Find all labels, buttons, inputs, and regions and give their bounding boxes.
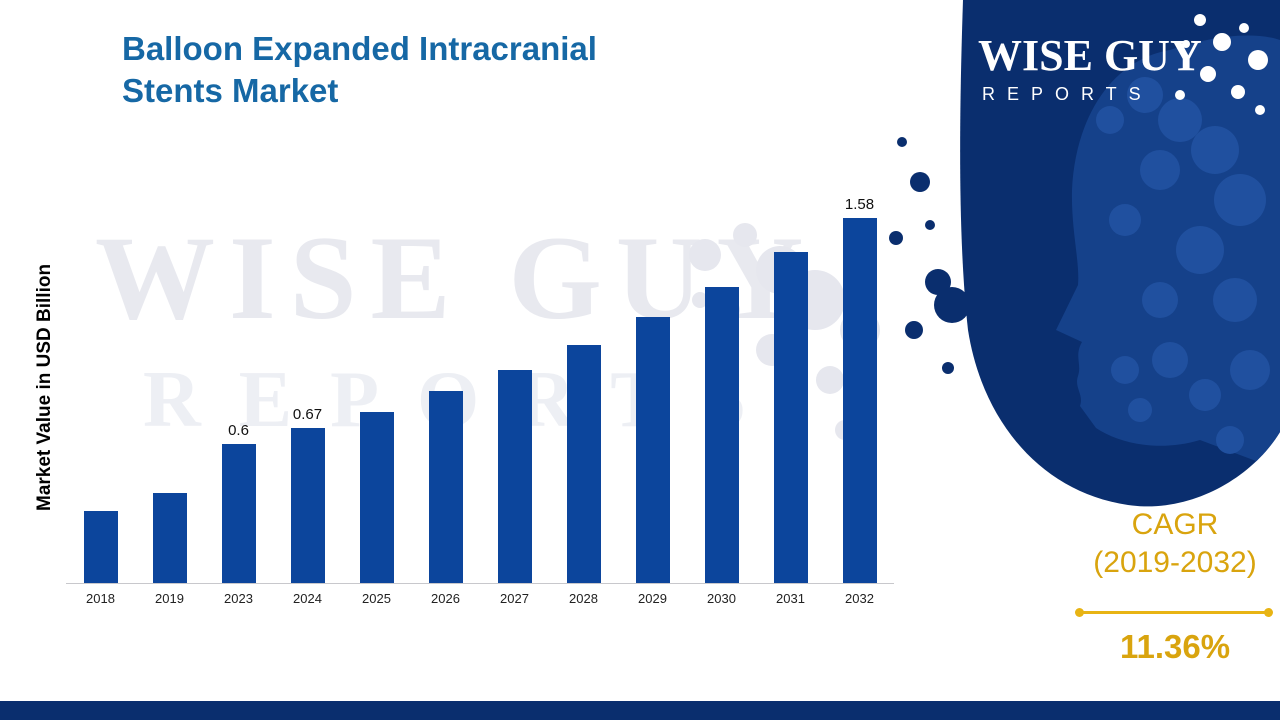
panel-edge-dots [889,137,970,374]
x-tick-label: 2024 [293,591,322,606]
footer-bar [0,701,1280,720]
cagr-value: 11.36% [1119,628,1231,665]
page-title-line2: Stents Market [122,72,339,110]
bar-2025 [359,411,394,583]
x-tick-label: 2028 [569,591,598,606]
cagr-label: CAGR [1131,508,1219,541]
bar-slot [480,190,549,583]
bar-slot [411,190,480,583]
bar-2018 [83,511,118,583]
x-tick-label: 2032 [845,591,874,606]
x-tick-label: 2025 [362,591,391,606]
bar-value-label: 0.6 [228,422,249,440]
bar-slot: 0.67 [273,190,342,583]
bar-2026 [428,391,463,583]
bar-value-label: 0.67 [292,406,323,424]
y-axis-label: Market Value in USD Billion [34,263,55,512]
x-tick-label: 2027 [500,591,529,606]
bar-value-label: 1.58 [844,195,875,213]
bar-2029 [635,317,670,583]
bar-slot [618,190,687,583]
cagr-block: CAGR (2019-2032) [1075,506,1275,581]
x-tick-label: 2019 [155,591,184,606]
x-tick-label: 2030 [707,591,736,606]
bar-chart: 0.6 0.67 1.58 2018 2019 2023 2024 2025 2026 2027… [66,190,894,606]
bar-slot [549,190,618,583]
page-title-line1: Balloon Expanded Intracranial [122,30,597,67]
plot: 0.6 0.67 1.58 [66,190,894,584]
bar-2023: 0.6 [221,422,256,583]
x-tick-label: 2026 [431,591,460,606]
watermark-wordmark: WISE GUY [95,211,818,344]
bar-slot [687,190,756,583]
x-tick-label: 2018 [86,591,115,606]
logo-wordmark: WISE GUY [978,31,1202,80]
bar-2027 [497,370,532,583]
bar-2028 [566,344,601,583]
cagr-period: (2019-2032) [1093,545,1257,579]
bar-slot [756,190,825,583]
logo-dots [1175,14,1268,115]
cagr-divider-line [1075,608,1273,617]
wiseguy-logo: WISE GUY REPORTS [978,34,1202,105]
bar-slot [135,190,204,583]
bar-2032: 1.58 [842,196,877,583]
bar-2031 [773,252,808,583]
face-profile-graphic [1056,35,1280,471]
bar-2019 [152,492,187,583]
x-axis-labels: 2018 2019 2023 2024 2025 2026 2027 2028 2029 2030… [66,591,894,606]
x-tick-label: 2023 [224,591,253,606]
bar-2030 [704,287,739,583]
x-tick-label: 2031 [776,591,805,606]
bar-slot: 1.58 [825,190,894,583]
x-tick-label: 2029 [638,591,667,606]
bar-2024: 0.67 [290,406,325,583]
logo-reports-text: REPORTS [982,84,1153,104]
bar-slot: 0.6 [204,190,273,583]
bar-slot [66,190,135,583]
page-title: Balloon Expanded Intracranial Stents Mar… [122,28,597,112]
bar-slot [342,190,411,583]
